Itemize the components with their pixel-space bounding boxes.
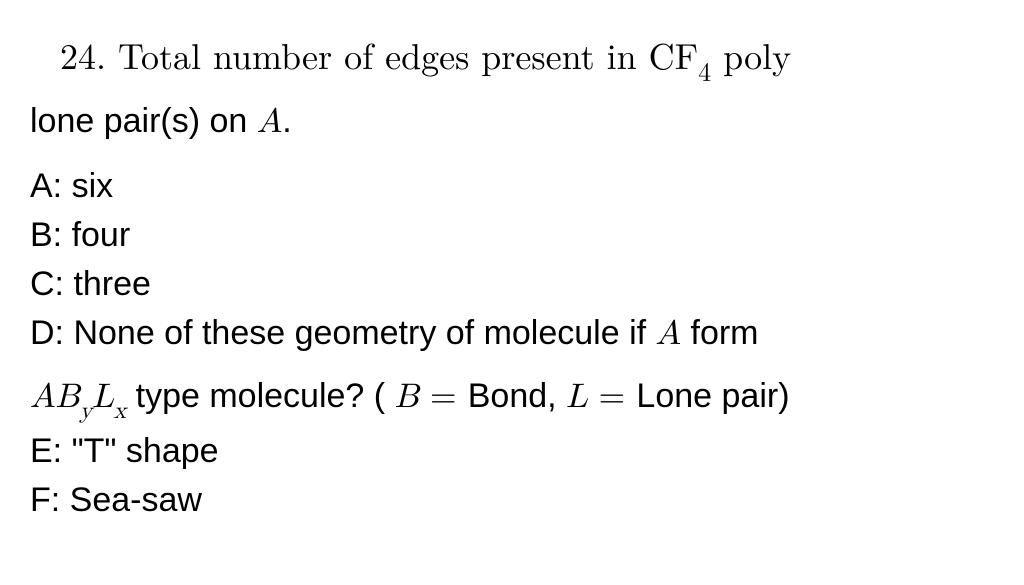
option-c-text: three — [73, 265, 151, 303]
option-f: F: Sea-saw — [30, 476, 1024, 525]
option-d: D: None of these geometry of molecule if… — [30, 309, 1024, 359]
formula-cf: CF — [649, 29, 699, 80]
option-e: E: "T" shape — [30, 427, 1024, 476]
followup-part2: . — [282, 102, 291, 140]
question-followup: lone pair(s) on A. — [30, 96, 1024, 148]
formula-text1: type molecule? ( — [126, 377, 394, 415]
question-number: 24. — [60, 29, 106, 80]
followup-part1: lone pair(s) on — [30, 102, 257, 140]
formula-eq1: = — [419, 369, 468, 417]
option-f-text: Sea-saw — [70, 481, 202, 519]
formula-line: AByLx type molecule? ( B = Bond, L = Lon… — [30, 366, 1024, 427]
question-part2: poly — [711, 29, 791, 80]
formula-x: x — [114, 399, 127, 423]
option-d-var: A — [656, 317, 682, 351]
option-e-label: E: — [30, 432, 62, 470]
formula-bond: Bond, — [468, 377, 566, 415]
option-d-label: D: — [30, 314, 64, 352]
option-b: B: four — [30, 211, 1024, 260]
option-e-text: "T" shape — [72, 432, 219, 470]
formula-B: B — [56, 380, 80, 414]
option-b-text: four — [72, 216, 131, 254]
question-text: 24. Total number of edges present in CF4… — [60, 30, 1024, 86]
option-c: C: three — [30, 260, 1024, 309]
formula-Lvar: L — [566, 380, 587, 414]
question-page: 24. Total number of edges present in CF4… — [0, 0, 1024, 526]
option-c-label: C: — [30, 265, 64, 303]
option-d-text2: form — [681, 314, 758, 352]
formula-eq2: = — [587, 369, 636, 417]
option-a-label: A: — [30, 167, 62, 205]
formula-y: y — [80, 399, 93, 423]
formula-lone: Lone pair) — [636, 377, 789, 415]
option-d-text1: None of these geometry of molecule if — [73, 314, 655, 352]
formula-A: A — [30, 380, 56, 414]
option-b-label: B: — [30, 216, 62, 254]
question-part1: Total number of edges present in — [118, 29, 649, 80]
option-a-text: six — [72, 167, 114, 205]
formula-cf-sub: 4 — [698, 52, 711, 89]
formula-L: L — [92, 380, 113, 414]
option-a: A: six — [30, 162, 1024, 211]
option-f-label: F: — [30, 481, 60, 519]
options-list: A: six B: four C: three D: None of these… — [30, 162, 1024, 526]
formula-Bvar: B — [395, 380, 419, 414]
followup-var: A — [257, 105, 283, 139]
